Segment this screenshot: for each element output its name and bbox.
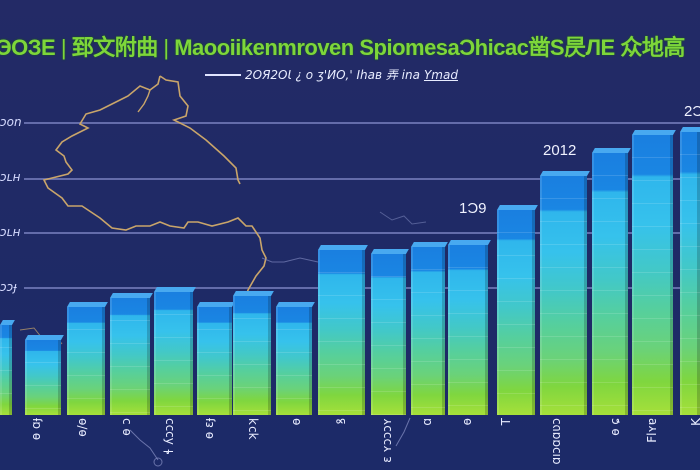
title-part-3: Maooiikenmroven SpiomesaƆhicac凿S昃ЛE 众地高 — [174, 35, 685, 60]
subtitle-underlined: Ymad — [423, 67, 458, 82]
bar — [540, 176, 587, 415]
bar — [592, 153, 628, 415]
bar — [680, 132, 700, 415]
x-tick-label: ʞɔʞ — [245, 418, 259, 441]
x-tick-label: ɵ ɛɟ — [202, 418, 216, 439]
x-tick-label: Flʏɐ — [645, 418, 659, 443]
x-tick-label: ɵ/ɵ — [75, 418, 89, 437]
x-tick-label: ɵ ɔ — [119, 418, 133, 436]
x-tick-label: ɬ ʎɔɔɔ — [162, 418, 176, 455]
bar — [233, 296, 271, 415]
title-separator: | — [60, 35, 67, 60]
x-tick-label: ɵ — [289, 418, 303, 426]
bar — [448, 245, 488, 415]
bar — [632, 135, 673, 415]
x-tick-label: ɑıɔɑɑʋɔ — [549, 418, 563, 465]
bar — [0, 325, 12, 415]
title-separator: | — [163, 35, 169, 60]
bar — [276, 307, 312, 415]
gridline — [24, 178, 700, 180]
x-tick-label: ɵ ɑɟ — [29, 418, 43, 441]
bar — [67, 307, 105, 415]
bar — [411, 247, 445, 415]
bar — [154, 292, 193, 415]
chart-title: ЭОЗЕ | 郅文附曲 | Maooiikenmroven SpiomesaƆh… — [0, 30, 685, 62]
bar — [497, 210, 535, 415]
chart-subtitle: 2ОЯ2ОƖ ¿ о ʒ'ИО,' Ihaв 弄 ina Ymad — [205, 66, 458, 83]
x-tick-label: ɵ — [460, 418, 474, 426]
x-tick-label: ɑ — [420, 418, 434, 426]
title-part-1: ЭОЗЕ — [0, 35, 56, 60]
bar — [371, 254, 406, 415]
bar — [25, 340, 61, 415]
bar — [318, 250, 365, 415]
subtitle-text: 2ОЯ2ОƖ ¿ о ʒ'ИО,' Ihaв 弄 ina — [245, 68, 420, 82]
bar — [110, 298, 150, 415]
x-tick-label: ꝸ — [334, 418, 348, 425]
x-tick-label: T — [499, 418, 513, 426]
bar-annotation: 2012 — [543, 142, 577, 159]
y-tick-label: ɔʟʜ — [0, 170, 21, 184]
bar-annotation: 2Ɔ — [684, 103, 700, 120]
bar — [197, 307, 232, 415]
title-part-2: 郅文附曲 — [71, 35, 159, 60]
gridline — [24, 122, 700, 124]
x-tick-label: ɵ ɕ — [608, 418, 622, 436]
legend-line-icon — [205, 73, 241, 76]
y-tick-label: ɔon — [0, 115, 22, 129]
x-tick-label: K — [689, 418, 700, 426]
y-tick-label: ɔɔɟ — [0, 280, 18, 294]
bar-annotation: 1Ɔ9 — [459, 200, 487, 217]
y-tick-label: ɔʟʜ — [0, 225, 21, 239]
gridline — [24, 232, 700, 234]
x-tick-label: ɛ ʏɔɔɔʏ — [380, 418, 394, 463]
